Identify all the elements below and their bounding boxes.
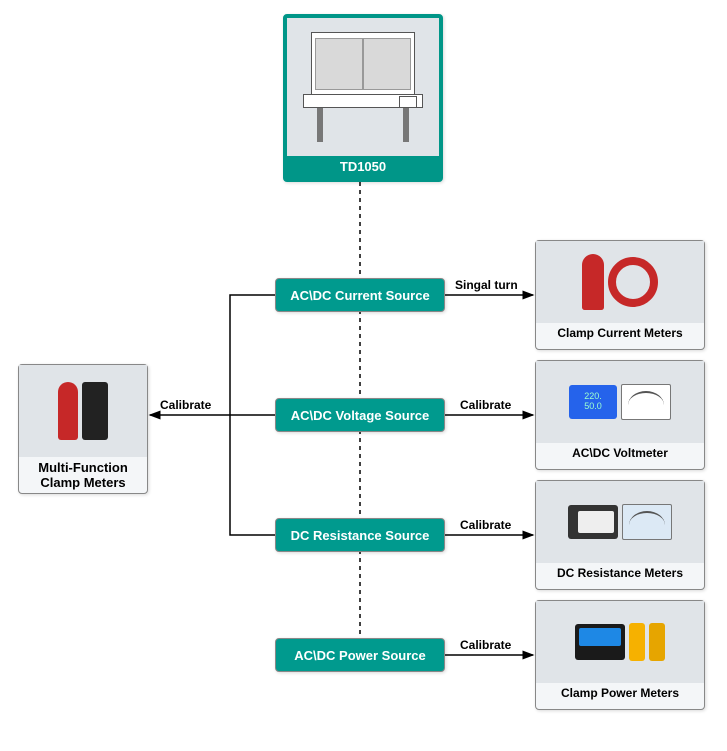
source-resistance-label: DC Resistance Source (291, 528, 430, 543)
label-calibrate-res: Calibrate (460, 518, 511, 532)
multi-function-image (19, 365, 147, 457)
td1050-node: TD1050 (283, 14, 443, 182)
target-power: Clamp Power Meters (535, 600, 705, 710)
source-resistance: DC Resistance Source (275, 518, 445, 552)
target-power-image (536, 601, 704, 683)
source-power-label: AC\DC Power Source (294, 648, 425, 663)
target-dc-res-image (536, 481, 704, 563)
target-dc-res: DC Resistance Meters (535, 480, 705, 590)
td1050-label: TD1050 (287, 156, 439, 177)
target-voltmeter-label: AC\DC Voltmeter (536, 443, 704, 463)
target-power-label: Clamp Power Meters (536, 683, 704, 703)
target-clamp-current-label: Clamp Current Meters (536, 323, 704, 343)
target-voltmeter: 220.50.0 AC\DC Voltmeter (535, 360, 705, 470)
target-clamp-current: Clamp Current Meters (535, 240, 705, 350)
td1050-image (287, 18, 439, 156)
label-left-calibrate: Calibrate (160, 398, 211, 412)
target-voltmeter-image: 220.50.0 (536, 361, 704, 443)
target-dc-res-label: DC Resistance Meters (536, 563, 704, 583)
target-clamp-current-image (536, 241, 704, 323)
source-current: AC\DC Current Source (275, 278, 445, 312)
source-voltage: AC\DC Voltage Source (275, 398, 445, 432)
source-voltage-label: AC\DC Voltage Source (291, 408, 429, 423)
label-calibrate-volt: Calibrate (460, 398, 511, 412)
source-power: AC\DC Power Source (275, 638, 445, 672)
label-singal-turn: Singal turn (455, 278, 518, 292)
source-current-label: AC\DC Current Source (290, 288, 429, 303)
label-calibrate-pow: Calibrate (460, 638, 511, 652)
diagram-canvas: TD1050 Multi-Function Clamp Meters AC\DC… (0, 0, 727, 751)
multi-function-node: Multi-Function Clamp Meters (18, 364, 148, 494)
left-calibrate-edge (150, 295, 275, 535)
multi-function-label: Multi-Function Clamp Meters (19, 457, 147, 493)
